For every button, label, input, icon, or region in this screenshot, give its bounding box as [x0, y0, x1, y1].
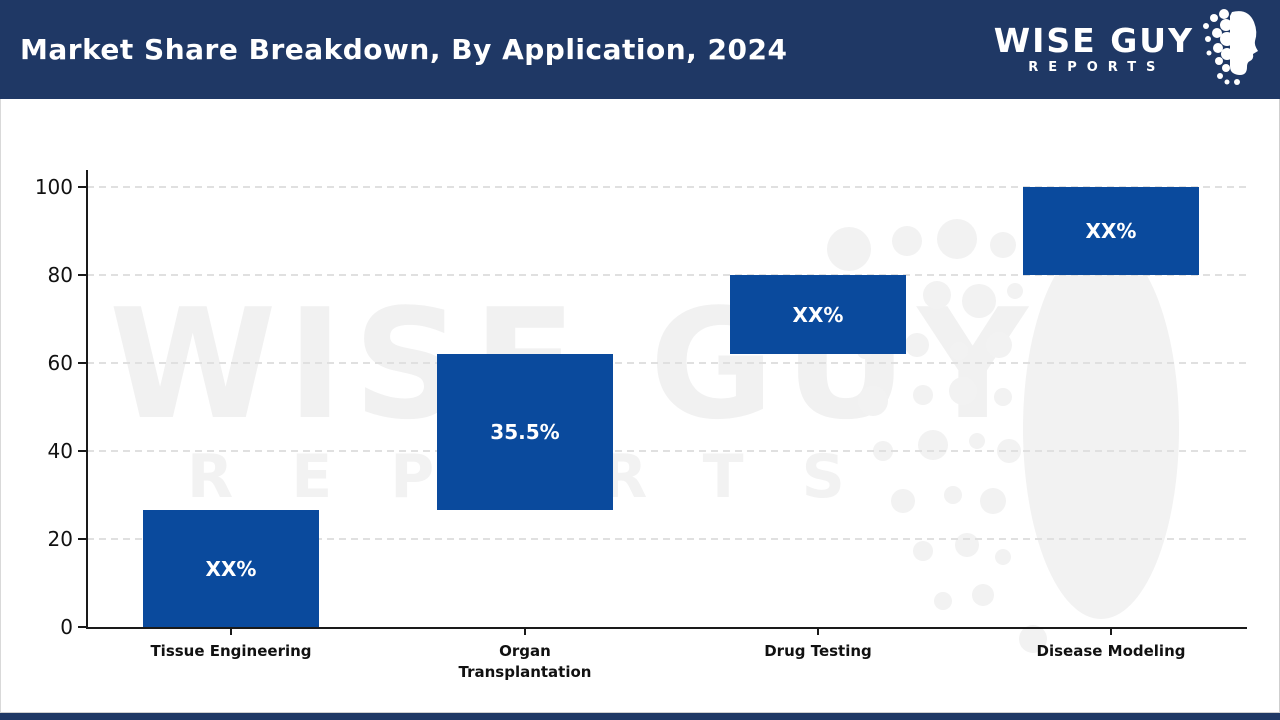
y-tick-label-40: 40 [47, 439, 73, 463]
gridline-80 [87, 274, 1246, 276]
x-tick-2 [817, 627, 819, 635]
gridline-60 [87, 362, 1246, 364]
x-tick-3 [1110, 627, 1112, 635]
bar-tissue-engineering: XX% [143, 510, 319, 627]
y-tick-40 [78, 450, 86, 452]
bar-value-label: XX% [792, 302, 844, 327]
y-tick-label-80: 80 [47, 263, 73, 287]
x-category-label: Disease Modeling [1036, 642, 1186, 660]
y-tick-label-20: 20 [47, 527, 73, 551]
gridline-100 [87, 186, 1246, 188]
gridline-40 [87, 450, 1246, 452]
brand-head-icon [1196, 6, 1262, 94]
y-tick-0 [78, 626, 86, 628]
y-tick-60 [78, 362, 86, 364]
brand-name: WISE GUY [993, 20, 1194, 60]
page-title: Market Share Breakdown, By Application, … [20, 33, 788, 66]
x-tick-1 [524, 627, 526, 635]
y-tick-20 [78, 538, 86, 540]
brand-logo: WISE GUY REPORTS [994, 6, 1262, 94]
brand-logo-text: WISE GUY REPORTS [993, 20, 1194, 76]
footer-accent-bar [0, 713, 1280, 720]
plot-area: 0 20 40 60 80 100 XX% Tissue Engineering 35.5% Or… [1, 99, 1279, 712]
y-tick-100 [78, 186, 86, 188]
y-axis-spine [86, 170, 88, 629]
x-category-label: Drug Testing [764, 642, 872, 660]
y-tick-80 [78, 274, 86, 276]
y-tick-label-0: 0 [60, 615, 73, 639]
brand-subname: REPORTS [1028, 60, 1166, 76]
y-tick-label-100: 100 [34, 175, 73, 199]
x-tick-0 [230, 627, 232, 635]
bar-disease-modeling: XX% [1023, 187, 1199, 275]
bar-organ-transplantation: 35.5% [437, 354, 613, 511]
gridline-20 [87, 538, 1246, 540]
header-bar: Market Share Breakdown, By Application, … [0, 0, 1280, 99]
bar-value-label: 35.5% [490, 420, 560, 445]
x-category-label: Tissue Engineering [150, 642, 312, 660]
x-axis-spine [86, 627, 1247, 629]
bar-value-label: XX% [1085, 219, 1137, 243]
y-tick-label-60: 60 [47, 351, 73, 375]
bar-drug-testing: XX% [730, 275, 906, 355]
x-category-label: Organ Transplantation [458, 642, 592, 681]
bar-value-label: XX% [205, 556, 257, 581]
